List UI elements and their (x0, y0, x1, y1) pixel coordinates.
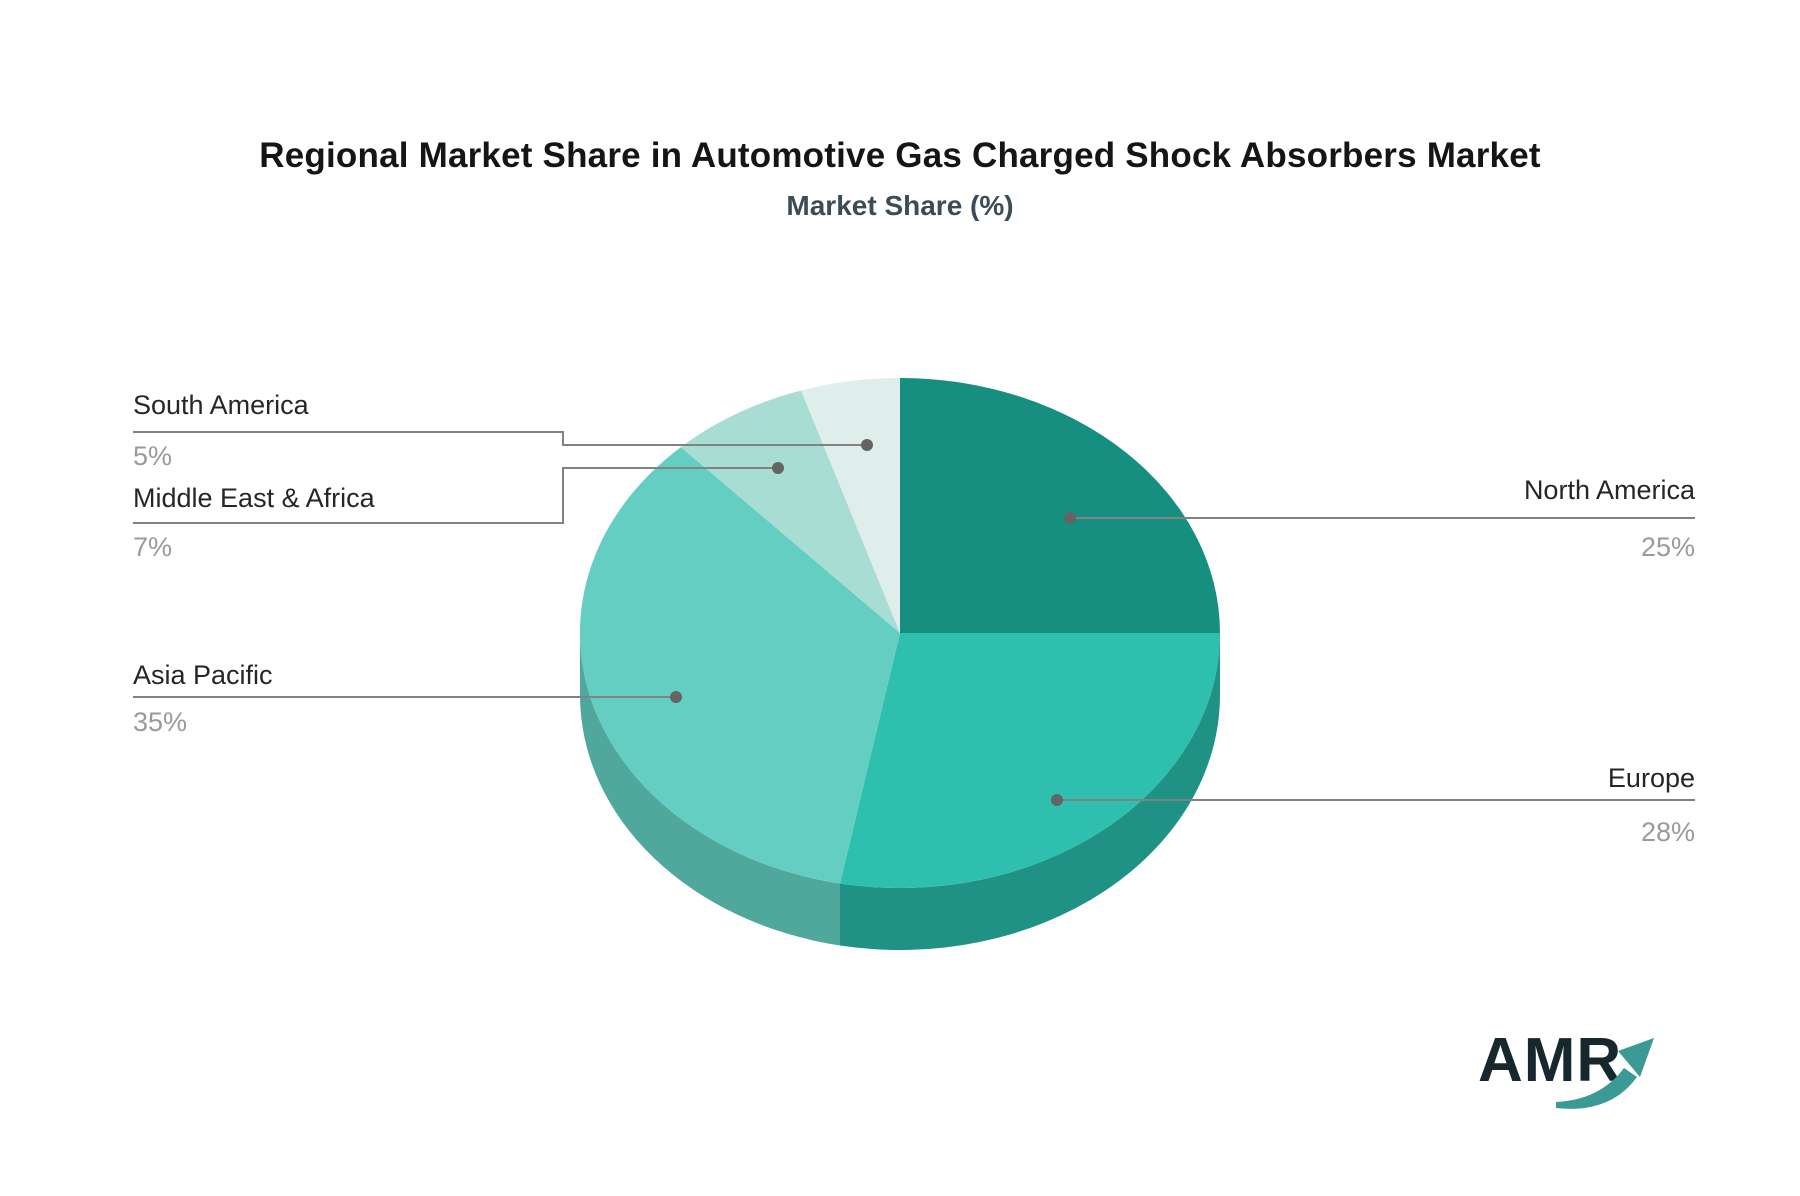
pie-slice-asia-pacific (579, 447, 900, 884)
callout-dot-middle-east-africa (772, 462, 784, 474)
amr-logo-text: AMR (1478, 1026, 1623, 1095)
chart-subtitle: Market Share (%) (786, 190, 1014, 221)
value-asia-pacific: 35% (133, 707, 188, 737)
callout-dot-south-america (861, 439, 873, 451)
label-north-america: North America (1523, 475, 1695, 505)
chart-title: Regional Market Share in Automotive Gas … (259, 136, 1541, 175)
pie-side-asia-pacific (580, 633, 840, 946)
callout-dot-north-america (1064, 512, 1076, 524)
value-europe: 28% (1640, 817, 1695, 847)
pie-slice-north-america (900, 378, 1220, 633)
amr-logo-arrow-icon (1556, 1038, 1654, 1109)
pie-side-europe (840, 633, 1220, 951)
label-south-america: South America (133, 390, 309, 420)
label-europe: Europe (1607, 763, 1695, 793)
label-middle-east-africa: Middle East & Africa (133, 483, 375, 513)
callout-dot-europe (1051, 794, 1063, 806)
pie-slice-south-america (801, 378, 900, 633)
value-south-america: 5% (133, 441, 173, 471)
value-middle-east-africa: 7% (133, 532, 173, 562)
label-asia-pacific: Asia Pacific (133, 660, 273, 690)
callout-dot-asia-pacific (670, 691, 682, 703)
value-north-america: 25% (1640, 532, 1695, 562)
pie-slice-middle-east-africa (680, 390, 900, 633)
callout-line-middle-east-africa (133, 467, 778, 524)
callout-line-south-america (133, 431, 867, 446)
pie-slice-europe (840, 633, 1220, 889)
